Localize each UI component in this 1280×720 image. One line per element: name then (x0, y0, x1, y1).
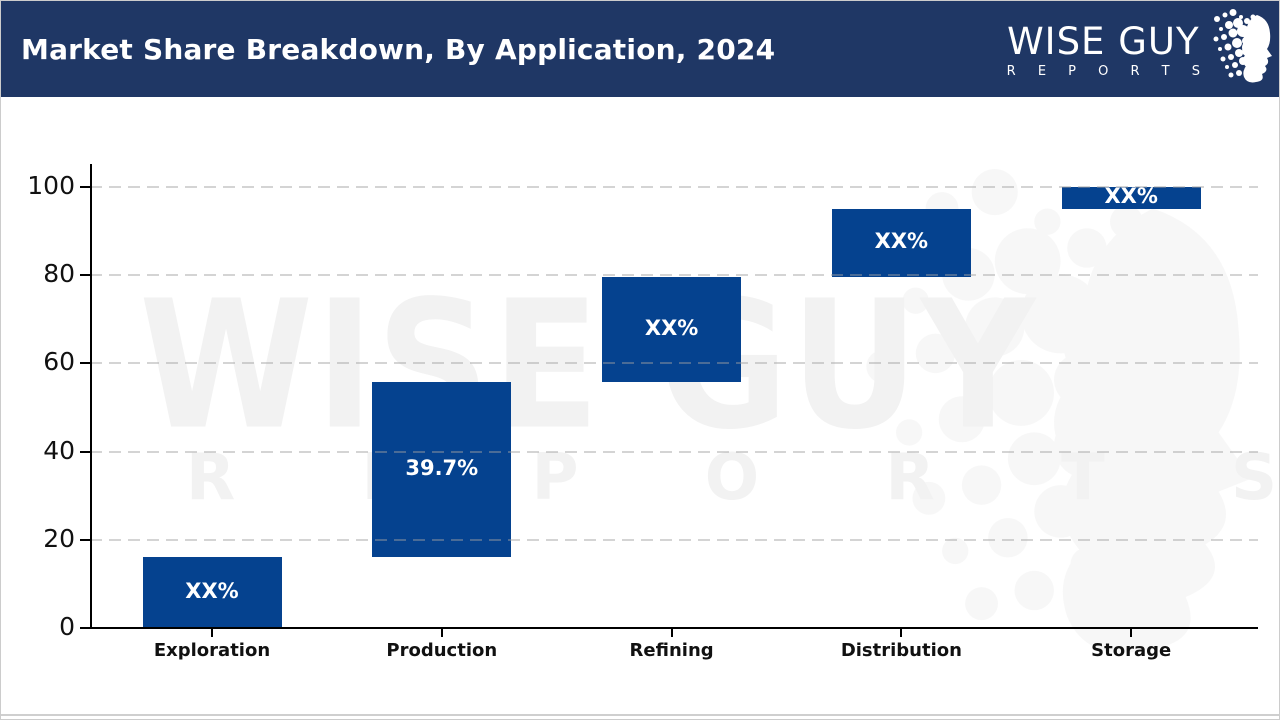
y-tick-mark (80, 274, 90, 277)
y-tick-mark (80, 538, 90, 541)
x-axis-line (90, 627, 1258, 629)
x-tick-mark (670, 629, 673, 637)
x-tick-mark (211, 629, 213, 637)
y-axis-line (90, 164, 92, 629)
x-tick-label-distribution: Distribution (840, 640, 962, 661)
bar-storage (1061, 187, 1201, 210)
x-tick-mark (1130, 629, 1133, 637)
y-tick-label: 40 (43, 435, 75, 465)
gridline (90, 186, 1258, 188)
wise-guy-reports-logo: WISE GUY R E P O R T S (998, 9, 1273, 91)
y-tick-mark (80, 627, 90, 629)
logo-tagline-text: R E P O R T S (1006, 63, 1209, 79)
y-tick-mark (80, 450, 90, 453)
x-tick-label-production: Production (386, 640, 498, 661)
y-tick-mark (80, 362, 90, 365)
bar-refining (602, 277, 742, 383)
y-tick-mark (80, 186, 90, 188)
footer-divider (1, 714, 1279, 716)
y-tick-label: 60 (43, 347, 75, 377)
gridline (90, 450, 1258, 453)
chart-title: Market Share Breakdown, By Application, … (21, 32, 776, 66)
bar-value-label: XX% (1104, 184, 1158, 209)
y-tick-label: 20 (43, 523, 75, 553)
bar-value-label: XX% (644, 315, 699, 340)
x-tick-mark (900, 629, 903, 637)
y-tick-label: 0 (59, 612, 75, 641)
logo-head-icon (1213, 9, 1272, 83)
gridline (90, 274, 1258, 277)
y-tick-label: 100 (27, 171, 75, 200)
bar-value-label: 39.7% (405, 455, 479, 480)
x-tick-label-refining: Refining (629, 640, 714, 661)
bar-exploration (142, 557, 282, 628)
header-bar: Market Share Breakdown, By Application, … (1, 1, 1279, 97)
bar-value-label: XX% (185, 578, 239, 603)
logo-name-text: WISE GUY (1007, 19, 1200, 63)
bar-production (372, 382, 512, 558)
y-tick-label: 80 (43, 259, 75, 289)
x-tick-label-exploration: Exploration (153, 640, 271, 661)
gridline (90, 538, 1258, 541)
bar-value-label: XX% (874, 229, 929, 254)
x-tick-mark (440, 629, 443, 637)
x-tick-label-storage: Storage (1091, 640, 1172, 661)
gridline (90, 362, 1258, 365)
logo-text: WISE GUY R E P O R T S (998, 19, 1209, 79)
